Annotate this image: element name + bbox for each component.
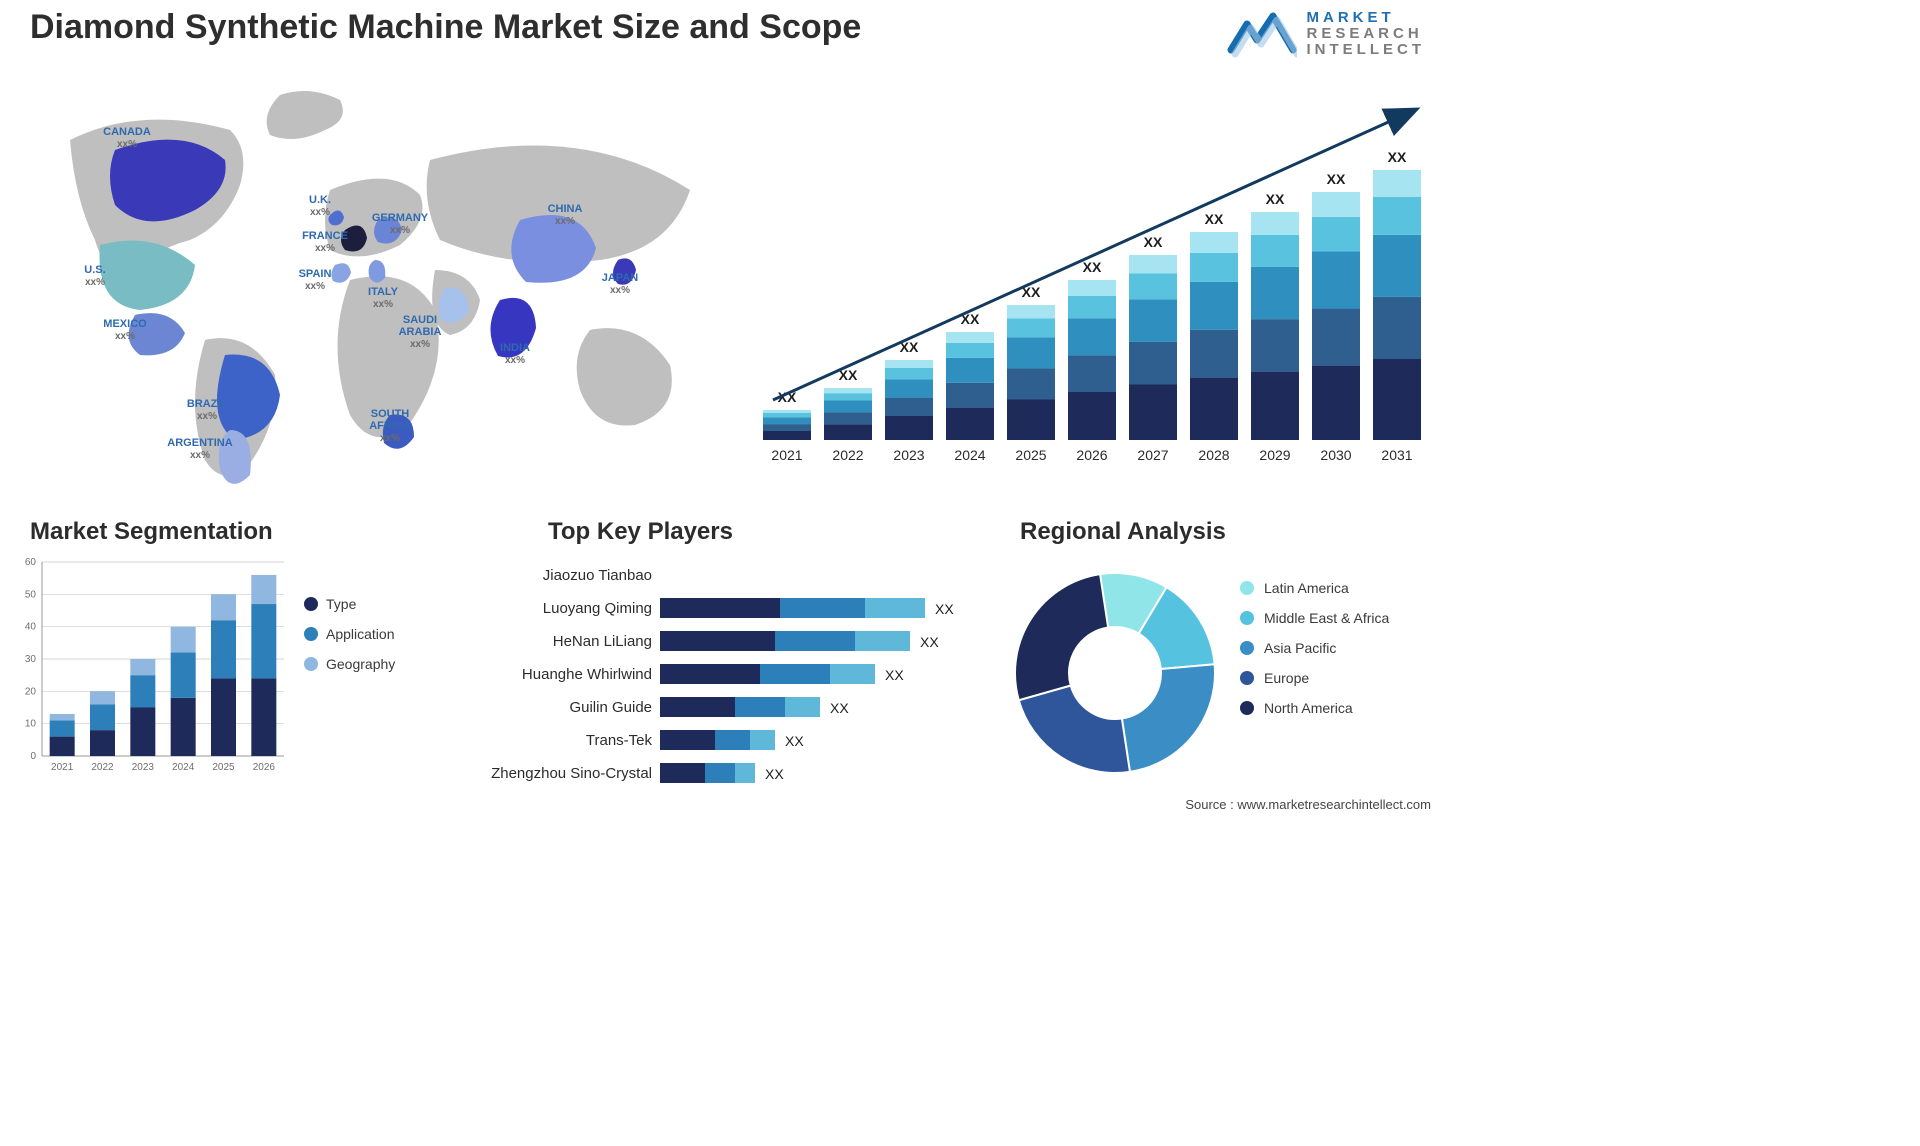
svg-text:Huanghe Whirlwind: Huanghe Whirlwind xyxy=(522,666,652,683)
world-map: CANADAxx% U.S.xx% MEXICOxx% BRAZILxx% ARGENT… xyxy=(30,80,720,490)
topkeyplayers-chart: Jiaozuo Tianbao Luoyang Qiming XX HeNan LiL… xyxy=(480,553,1000,793)
svg-text:2030: 2030 xyxy=(1320,447,1351,463)
svg-text:XX: XX xyxy=(1266,191,1285,207)
svg-text:2023: 2023 xyxy=(893,447,924,463)
regional-title: Regional Analysis xyxy=(1020,518,1226,546)
topkeyplayers-title: Top Key Players xyxy=(548,518,733,546)
svg-text:XX: XX xyxy=(1144,234,1163,250)
segmentation-legend-item: Application xyxy=(304,626,395,642)
svg-text:XX: XX xyxy=(1388,149,1407,165)
svg-text:2029: 2029 xyxy=(1259,447,1290,463)
svg-text:2026: 2026 xyxy=(1076,447,1107,463)
svg-text:2026: 2026 xyxy=(253,762,276,773)
svg-text:Trans-Tek: Trans-Tek xyxy=(586,732,653,749)
svg-text:XX: XX xyxy=(1083,259,1102,275)
svg-text:Jiaozuo Tianbao: Jiaozuo Tianbao xyxy=(543,567,652,584)
svg-text:2031: 2031 xyxy=(1381,447,1412,463)
svg-text:10: 10 xyxy=(25,719,37,730)
brand-logo-text: MARKET RESEARCH INTELLECT xyxy=(1307,10,1426,57)
map-label: MEXICOxx% xyxy=(90,318,160,342)
segmentation-legend-item: Type xyxy=(304,596,395,612)
svg-text:30: 30 xyxy=(25,654,37,665)
regional-legend-item: Europe xyxy=(1240,670,1389,686)
map-label: BRAZILxx% xyxy=(172,398,242,422)
svg-text:Luoyang Qiming: Luoyang Qiming xyxy=(543,600,652,617)
svg-text:XX: XX xyxy=(885,667,904,683)
svg-text:XX: XX xyxy=(1205,211,1224,227)
map-label: SOUTHAFRICAxx% xyxy=(355,408,425,444)
svg-text:0: 0 xyxy=(30,751,36,762)
topkeyplayers-chart-svg: Jiaozuo Tianbao Luoyang Qiming XX HeNan LiL… xyxy=(480,553,1000,793)
svg-text:XX: XX xyxy=(935,601,954,617)
brand-logo-line3: INTELLECT xyxy=(1307,42,1426,58)
svg-text:Zhengzhou Sino-Crystal: Zhengzhou Sino-Crystal xyxy=(491,765,652,782)
svg-text:2028: 2028 xyxy=(1198,447,1229,463)
svg-text:2025: 2025 xyxy=(212,762,235,773)
svg-text:2021: 2021 xyxy=(51,762,74,773)
map-label: ITALYxx% xyxy=(348,286,418,310)
map-label: SPAINxx% xyxy=(280,268,350,292)
map-label: SAUDIARABIAxx% xyxy=(385,314,455,350)
svg-text:60: 60 xyxy=(25,557,37,568)
brand-logo-mark xyxy=(1227,10,1297,58)
regional-legend-item: Asia Pacific xyxy=(1240,640,1389,656)
map-label: JAPANxx% xyxy=(585,272,655,296)
brand-logo-line1: MARKET xyxy=(1307,10,1426,26)
regional-legend-item: Middle East & Africa xyxy=(1240,610,1389,626)
segmentation-title: Market Segmentation xyxy=(30,518,273,546)
svg-text:20: 20 xyxy=(25,686,37,697)
segmentation-legend: Type Application Geography xyxy=(304,596,395,686)
regional-legend-item: North America xyxy=(1240,700,1389,716)
svg-text:2023: 2023 xyxy=(132,762,155,773)
map-label: INDIAxx% xyxy=(480,342,550,366)
map-label: U.K.xx% xyxy=(285,194,355,218)
svg-text:2027: 2027 xyxy=(1137,447,1168,463)
map-label: CANADAxx% xyxy=(92,126,162,150)
svg-text:2024: 2024 xyxy=(172,762,195,773)
map-label: GERMANYxx% xyxy=(365,212,435,236)
growth-chart: XX2021XX2022XX2023XX2024XX2025XX2026XX20… xyxy=(745,100,1425,480)
growth-chart-svg: XX2021XX2022XX2023XX2024XX2025XX2026XX20… xyxy=(745,100,1425,480)
svg-text:XX: XX xyxy=(1327,171,1346,187)
svg-text:2022: 2022 xyxy=(832,447,863,463)
regional-legend: Latin America Middle East & Africa Asia Pa… xyxy=(1240,580,1389,730)
svg-text:2024: 2024 xyxy=(954,447,985,463)
regional-chart-svg xyxy=(1000,558,1230,788)
brand-logo-line2: RESEARCH xyxy=(1307,26,1426,42)
svg-text:XX: XX xyxy=(765,766,784,782)
source-credit: Source : www.marketresearchintellect.com xyxy=(1185,797,1431,812)
svg-text:2021: 2021 xyxy=(771,447,802,463)
svg-text:50: 50 xyxy=(25,589,37,600)
segmentation-chart: 0 10 20 30 40 50 60 2021 2022 2023 2024 2025 2026 Ty… xyxy=(14,556,434,786)
map-label: FRANCExx% xyxy=(290,230,360,254)
svg-text:Guilin Guide: Guilin Guide xyxy=(569,699,652,716)
svg-text:HeNan LiLiang: HeNan LiLiang xyxy=(553,633,652,650)
map-label: U.S.xx% xyxy=(60,264,130,288)
svg-text:40: 40 xyxy=(25,622,37,633)
map-label: CHINAxx% xyxy=(530,203,600,227)
svg-text:XX: XX xyxy=(785,733,804,749)
regional-legend-item: Latin America xyxy=(1240,580,1389,596)
segmentation-legend-item: Geography xyxy=(304,656,395,672)
map-label: ARGENTINAxx% xyxy=(165,437,235,461)
svg-text:XX: XX xyxy=(920,634,939,650)
svg-text:2022: 2022 xyxy=(91,762,114,773)
segmentation-chart-svg: 0 10 20 30 40 50 60 2021 2022 2023 2024 2025 2026 xyxy=(14,556,294,781)
brand-logo: MARKET RESEARCH INTELLECT xyxy=(1227,10,1426,58)
svg-text:XX: XX xyxy=(830,700,849,716)
svg-text:2025: 2025 xyxy=(1015,447,1046,463)
regional-chart: Latin America Middle East & Africa Asia Pa… xyxy=(1000,558,1430,788)
page-title: Diamond Synthetic Machine Market Size an… xyxy=(30,8,861,47)
